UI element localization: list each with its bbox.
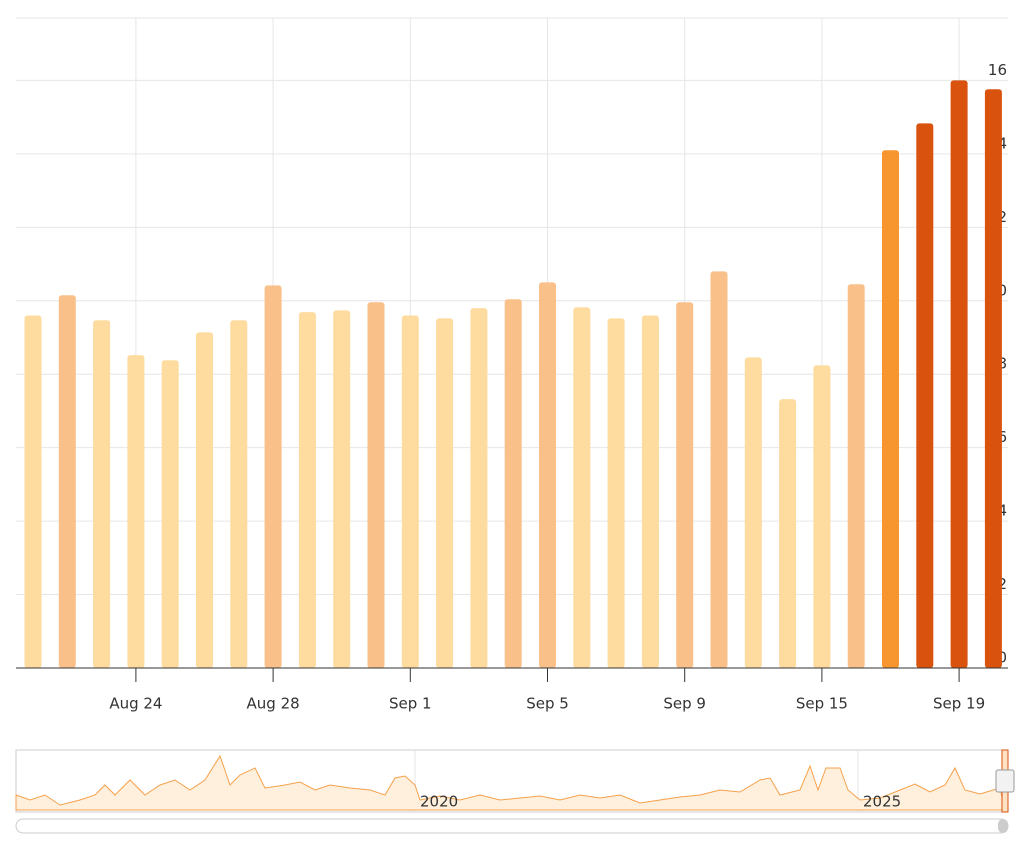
y-tick-label: 6 bbox=[997, 428, 1007, 446]
bar bbox=[847, 284, 865, 668]
bar bbox=[58, 295, 76, 668]
navigator-handle[interactable] bbox=[995, 769, 1015, 793]
bar bbox=[607, 318, 625, 668]
navigator-label: 2020 bbox=[420, 793, 458, 811]
bar bbox=[333, 310, 351, 668]
x-tick-label: Sep 19 bbox=[933, 695, 985, 713]
bar bbox=[230, 320, 248, 668]
y-tick-label: 2 bbox=[997, 575, 1007, 593]
x-tick-label: Aug 28 bbox=[247, 695, 300, 713]
x-tick-label: Sep 15 bbox=[796, 695, 848, 713]
x-tick-label: Sep 1 bbox=[389, 695, 432, 713]
bar bbox=[916, 123, 934, 668]
bar bbox=[24, 315, 42, 668]
bar bbox=[573, 307, 591, 668]
bar bbox=[436, 318, 454, 668]
bar bbox=[401, 315, 419, 668]
bar bbox=[539, 282, 556, 668]
bar bbox=[744, 357, 762, 668]
bar bbox=[264, 285, 282, 668]
bar bbox=[779, 399, 797, 668]
x-tick-label: Aug 24 bbox=[109, 695, 162, 713]
x-tick-label: Sep 9 bbox=[663, 695, 706, 713]
y-tick-label: 4 bbox=[997, 502, 1007, 520]
scrollbar-thumb[interactable] bbox=[998, 819, 1008, 833]
bar bbox=[813, 365, 831, 668]
bar bbox=[298, 312, 316, 668]
scrollbar[interactable] bbox=[15, 818, 1009, 834]
bar bbox=[950, 80, 968, 668]
bar bbox=[676, 302, 694, 668]
bar bbox=[93, 320, 111, 668]
y-tick-label: 0 bbox=[997, 649, 1007, 667]
navigator: 2020 2025 bbox=[15, 749, 1015, 834]
bar bbox=[127, 355, 145, 668]
y-tick-label: 8 bbox=[997, 355, 1007, 373]
bar bbox=[710, 271, 728, 668]
bar bbox=[882, 150, 899, 669]
bar bbox=[161, 360, 179, 668]
bar bbox=[367, 302, 385, 668]
bar bbox=[504, 299, 522, 668]
y-tick-label: 16 bbox=[988, 61, 1007, 79]
bar bbox=[196, 332, 213, 668]
navigator-label: 2025 bbox=[863, 793, 901, 811]
navigator-series bbox=[15, 754, 1006, 811]
x-tick-label: Sep 5 bbox=[526, 695, 569, 713]
bar bbox=[470, 308, 488, 668]
bar bbox=[641, 315, 659, 668]
bar bbox=[984, 89, 1002, 669]
